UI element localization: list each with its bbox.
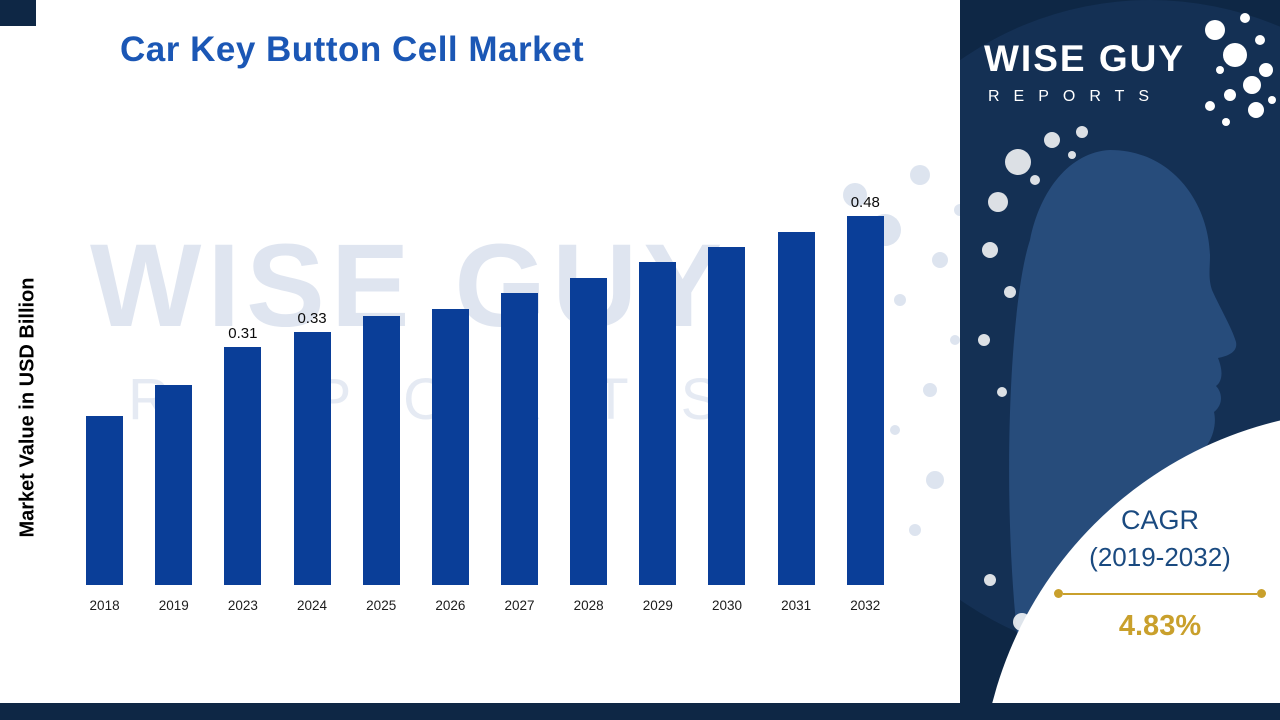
y-axis-label: Market Value in USD Billion xyxy=(16,277,39,538)
cagr-range: (2019-2032) xyxy=(1089,542,1231,572)
bar xyxy=(293,332,331,585)
brand-name: WISE GUY xyxy=(984,38,1186,79)
bar-column: 2029 xyxy=(623,150,692,613)
plot-area: 2018 2019 0.31 2023 0.33 2024 2025 2026 2027 2028… xyxy=(70,150,900,613)
bar xyxy=(501,293,539,585)
bar-column: 0.31 2023 xyxy=(208,150,277,613)
bar-column: 0.33 2024 xyxy=(278,150,347,613)
bar-value-label: 0.31 xyxy=(228,325,258,342)
bar xyxy=(224,347,262,585)
bar-column: 0.48 2032 xyxy=(831,150,900,613)
bottom-accent-strip xyxy=(0,703,1280,720)
brand-subtitle: REPORTS xyxy=(988,88,1164,105)
face-profile-silhouette xyxy=(1009,150,1237,660)
divider-right-dot xyxy=(1257,589,1266,598)
bar xyxy=(639,262,677,585)
bar-column: 2030 xyxy=(692,150,761,613)
bar xyxy=(155,385,193,585)
cagr-callout: CAGR (2019-2032) 4.83% xyxy=(1054,505,1266,643)
divider-left-dot xyxy=(1054,589,1063,598)
cagr-label: CAGR xyxy=(1120,505,1199,535)
x-axis-tick-label: 2028 xyxy=(573,598,604,613)
bar-value-label: 0.48 xyxy=(850,194,880,211)
bar xyxy=(777,232,815,585)
x-axis-tick-label: 2018 xyxy=(89,598,120,613)
x-axis-tick-label: 2030 xyxy=(711,598,742,613)
divider-line xyxy=(1063,592,1257,595)
x-axis-tick-label: 2019 xyxy=(158,598,189,613)
x-axis-tick-label: 2023 xyxy=(227,598,258,613)
x-axis-tick-label: 2025 xyxy=(366,598,397,613)
brand-panel: WISE GUY REPORTS CAGR (2019-2032) 4.83% xyxy=(960,0,1280,720)
bar-column: 2026 xyxy=(416,150,485,613)
bar xyxy=(570,278,608,585)
bar xyxy=(708,247,746,585)
x-axis-tick-label: 2031 xyxy=(781,598,812,613)
gold-divider xyxy=(1054,589,1266,598)
x-axis-tick-label: 2032 xyxy=(850,598,881,613)
bar-column: 2025 xyxy=(347,150,416,613)
brand-panel-artwork xyxy=(960,0,1280,720)
top-left-accent-block xyxy=(0,0,36,26)
bar-column: 2019 xyxy=(139,150,208,613)
bar-column: 2018 xyxy=(70,150,139,613)
bar-column: 2031 xyxy=(762,150,831,613)
brand-logo: WISE GUY REPORTS xyxy=(984,38,1185,106)
cagr-value: 4.83% xyxy=(1118,610,1202,642)
chart-title: Car Key Button Cell Market xyxy=(120,30,585,69)
x-axis-tick-label: 2029 xyxy=(642,598,673,613)
x-axis-tick-label: 2027 xyxy=(504,598,535,613)
bar-value-label: 0.33 xyxy=(297,310,327,327)
bar xyxy=(431,309,469,585)
x-axis-tick-label: 2024 xyxy=(297,598,328,613)
bar xyxy=(846,216,884,585)
bar-column: 2027 xyxy=(485,150,554,613)
x-axis-tick-label: 2026 xyxy=(435,598,466,613)
bar xyxy=(362,316,400,585)
bar xyxy=(86,416,124,585)
bar-column: 2028 xyxy=(554,150,623,613)
